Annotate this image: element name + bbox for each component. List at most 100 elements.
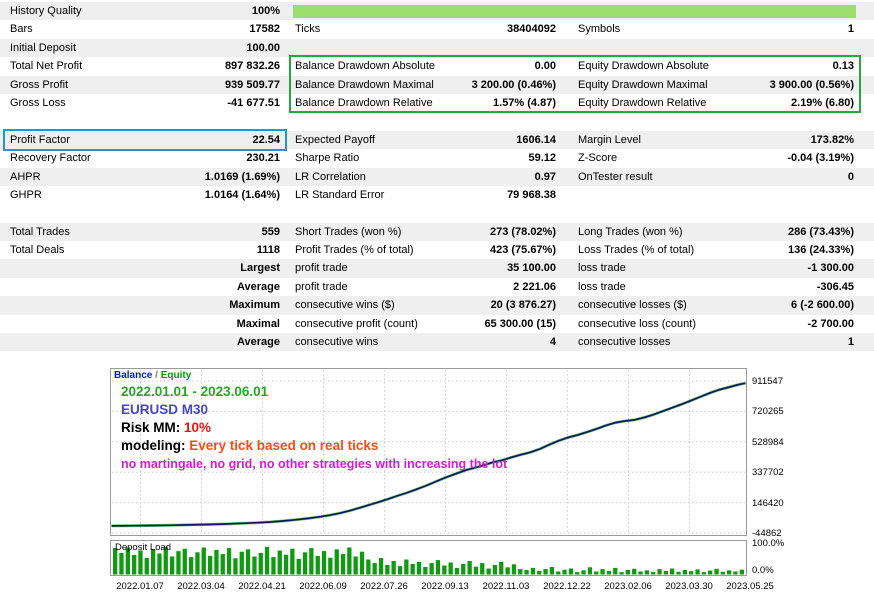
- stat-value: 1: [847, 336, 854, 349]
- stat-value: 79 968.38: [507, 188, 556, 201]
- x-axis-date-label: 2023.03.30: [665, 581, 713, 592]
- stat-label: Equity Drawdown Relative: [578, 96, 707, 109]
- stat-label: Bars: [10, 23, 33, 36]
- stat-value: -0.04 (3.19%): [787, 152, 854, 165]
- stat-value: 423 (75.67%): [489, 244, 556, 257]
- stat-label: Equity Drawdown Absolute: [578, 60, 709, 73]
- legend-separator: /: [152, 370, 161, 381]
- stats-row: Total Deals 1118 Profit Trades (% of total…: [0, 241, 874, 259]
- stat-value: 17582: [249, 23, 280, 36]
- stat-value: 3 200.00 (0.46%): [471, 78, 556, 91]
- stats-row: Bars 17582 Ticks 38404092 Symbols 1: [0, 20, 874, 38]
- deposit-load-panel: Deposit Load: [110, 540, 747, 576]
- x-axis-date-label: 2022.03.04: [177, 581, 225, 592]
- stat-label: consecutive profit (count): [295, 317, 418, 330]
- stats-table: History Quality 100% Bars 17582 Ticks 3840409…: [0, 2, 874, 352]
- deposit-axis-max: 100.0%: [752, 538, 785, 549]
- stat-label: Symbols: [578, 23, 621, 36]
- stat-value: 273 (78.02%): [489, 225, 556, 238]
- stat-value: 1.0169 (1.69%): [204, 170, 280, 183]
- y-axis-label: 528984: [752, 436, 784, 448]
- y-axis-label: -44862: [752, 528, 782, 539]
- stats-row: Maximal consecutive profit (count) 65 300.…: [0, 315, 874, 333]
- stat-value: 0.97: [534, 170, 556, 183]
- modeling-label: modeling:: [121, 438, 190, 453]
- stat-value: [690, 186, 854, 204]
- stat-label: Balance Drawdown Relative: [295, 96, 433, 109]
- stats-row: Gross Profit 939 509.77 Balance Drawdown M…: [0, 75, 874, 94]
- stat-label: profit trade: [295, 280, 348, 293]
- x-axis-date-label: 2022.11.03: [482, 581, 530, 592]
- deposit-load-title: Deposit Load: [115, 542, 171, 553]
- x-axis-date-label: 2023.02.06: [604, 581, 652, 592]
- stat-value: 286 (73.43%): [787, 225, 854, 238]
- stat-value: 559: [261, 225, 280, 238]
- balance-equity-chart: Balance / Equity 2022.01.01 - 2023.06.01…: [110, 368, 747, 536]
- stats-row: Initial Deposit 100.00: [0, 38, 874, 58]
- y-axis-label: 720265: [752, 406, 784, 418]
- stat-value: 136 (24.33%): [787, 244, 854, 257]
- stats-row: Total Net Profit 897 832.26 Balance Drawdo…: [0, 57, 874, 75]
- stat-label: loss trade: [578, 280, 626, 293]
- stat-value: 35 100.00: [507, 262, 556, 275]
- stat-value: 1606.14: [516, 133, 556, 146]
- stat-label: Expected Payoff: [295, 133, 375, 146]
- stat-label: Ticks: [295, 23, 321, 36]
- stat-value: Average: [236, 280, 280, 293]
- y-axis-label: 911547: [752, 376, 783, 387]
- stat-value: 230.21: [246, 152, 280, 165]
- x-axis-date-label: 2022.12.22: [543, 581, 591, 592]
- stat-value: 22.54: [252, 133, 280, 146]
- stat-value: 2 221.06: [513, 280, 556, 293]
- risk-label: Risk MM:: [121, 420, 185, 435]
- stats-row: Profit Factor 22.54 Expected Payoff 1606.14…: [0, 130, 874, 150]
- chart-area: Balance / Equity 2022.01.01 - 2023.06.01…: [0, 366, 874, 600]
- stat-label: loss trade: [578, 262, 626, 275]
- stat-label: Sharpe Ratio: [295, 152, 360, 165]
- stat-value: 59.12: [528, 152, 556, 165]
- balance-curve-plot: [111, 370, 746, 534]
- stats-row: Total Trades 559 Short Trades (won %) 273 (…: [0, 222, 874, 242]
- stat-label: Recovery Factor: [10, 152, 91, 165]
- stat-value: 0: [847, 170, 854, 183]
- stat-value: 1: [847, 23, 854, 36]
- stat-label: Z-Score: [578, 152, 618, 165]
- stats-row: Largest profit trade 35 100.00 loss trade -1…: [0, 259, 874, 278]
- stat-label: Gross Loss: [10, 96, 66, 109]
- stat-value: Average: [236, 336, 280, 349]
- stat-value: 1.0164 (1.64%): [204, 188, 280, 201]
- annotation-risk: Risk MM: 10%: [121, 420, 211, 435]
- stats-row: Maximum consecutive wins ($) 20 (3 876.27)…: [0, 296, 874, 315]
- stats-row: Average profit trade 2 221.06 loss trade -30…: [0, 278, 874, 296]
- stat-value: 4: [549, 336, 556, 349]
- stat-value: 0.13: [832, 60, 854, 73]
- annotation-symbol-timeframe: EURUSD M30: [121, 402, 209, 417]
- x-axis-date-label: 2022.04.21: [238, 581, 286, 592]
- stat-label: Profit Trades (% of total): [295, 244, 414, 257]
- stat-value: 1118: [256, 244, 280, 257]
- stat-label: Initial Deposit: [10, 41, 77, 54]
- row-spacer: [0, 112, 874, 130]
- stat-value: 2.19% (6.80): [791, 96, 854, 109]
- stat-label: profit trade: [295, 262, 348, 275]
- chart-legend: Balance / Equity: [114, 370, 191, 381]
- stat-label: Long Trades (won %): [578, 225, 683, 238]
- stats-row: GHPR 1.0164 (1.64%) LR Standard Error 79 96…: [0, 186, 874, 204]
- stat-label: Balance Drawdown Absolute: [295, 60, 436, 73]
- stat-value: -1 300.00: [807, 262, 854, 275]
- stats-row: AHPR 1.0169 (1.69%) LR Correlation 0.97 OnTe…: [0, 167, 874, 186]
- stat-label: consecutive wins ($): [295, 299, 395, 312]
- x-axis-date-label: 2022.01.07: [116, 581, 164, 592]
- stat-label: Gross Profit: [10, 78, 69, 91]
- stat-label: consecutive loss (count): [578, 317, 696, 330]
- stat-label: GHPR: [10, 188, 42, 201]
- stat-value: 100%: [251, 5, 280, 17]
- deposit-load-bars: [113, 546, 744, 575]
- stat-value: 65 300.00 (15): [484, 317, 556, 330]
- stat-value: Largest: [240, 262, 280, 275]
- stat-label: Balance Drawdown Maximal: [295, 78, 434, 91]
- stat-value: 1.57% (4.87): [493, 96, 556, 109]
- stat-value: -41 677.51: [227, 96, 280, 109]
- y-axis-label: 146420: [752, 497, 784, 509]
- annotation-modeling: modeling: Every tick based on real ticks: [121, 438, 378, 453]
